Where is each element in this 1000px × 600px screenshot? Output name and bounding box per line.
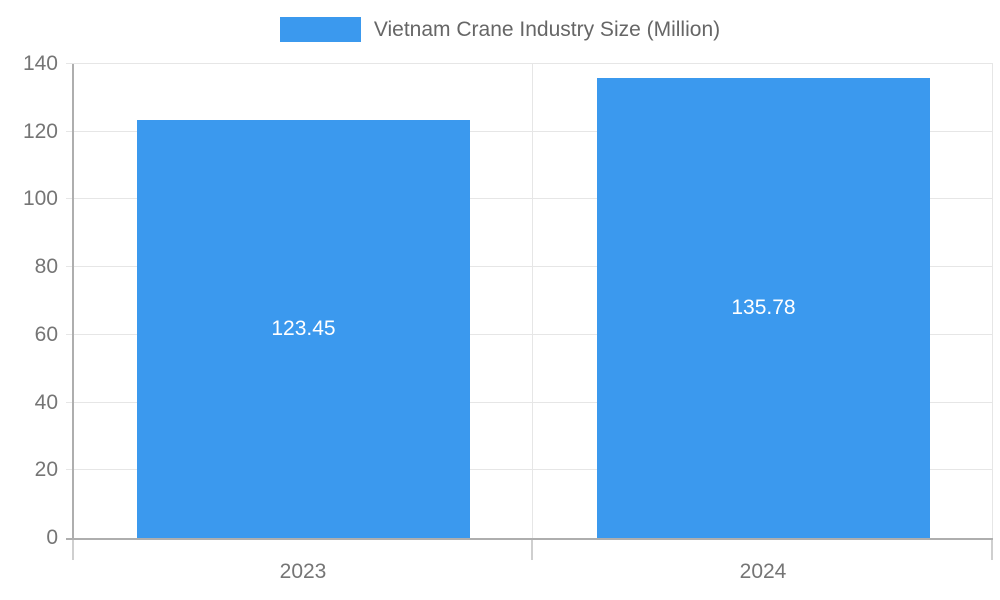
legend-label: Vietnam Crane Industry Size (Million) <box>373 18 721 41</box>
gridline-y <box>66 198 993 199</box>
y-tick-label: 120 <box>22 120 58 143</box>
y-axis-line <box>72 64 74 538</box>
legend-swatch <box>279 17 361 42</box>
gridline-x <box>992 64 993 538</box>
x-axis-tick <box>531 540 533 560</box>
bar-value-label: 135.78 <box>731 296 796 319</box>
x-axis-tick <box>72 540 74 560</box>
gridline-y <box>66 63 993 64</box>
x-axis-line <box>66 538 993 540</box>
y-tick-label: 0 <box>46 526 58 549</box>
y-tick-label: 60 <box>34 323 58 346</box>
legend[interactable]: Vietnam Crane Industry Size (Million) <box>0 17 1000 42</box>
gridline-y <box>66 131 993 132</box>
x-tick-label: 2023 <box>279 560 327 583</box>
y-tick-label: 40 <box>34 391 58 414</box>
gridline-y <box>66 266 993 267</box>
x-tick-label: 2024 <box>739 560 787 583</box>
gridline-x <box>532 64 533 538</box>
y-tick-label: 20 <box>34 458 58 481</box>
gridline-y <box>66 469 993 470</box>
y-tick-label: 100 <box>22 187 58 210</box>
bar: 123.45 <box>137 120 470 538</box>
gridline-y <box>66 402 993 403</box>
gridline-y <box>66 334 993 335</box>
bar: 135.78 <box>597 78 930 538</box>
y-tick-label: 140 <box>22 52 58 75</box>
x-axis-tick <box>991 540 993 560</box>
bar-value-label: 123.45 <box>271 317 336 340</box>
y-tick-label: 80 <box>34 255 58 278</box>
